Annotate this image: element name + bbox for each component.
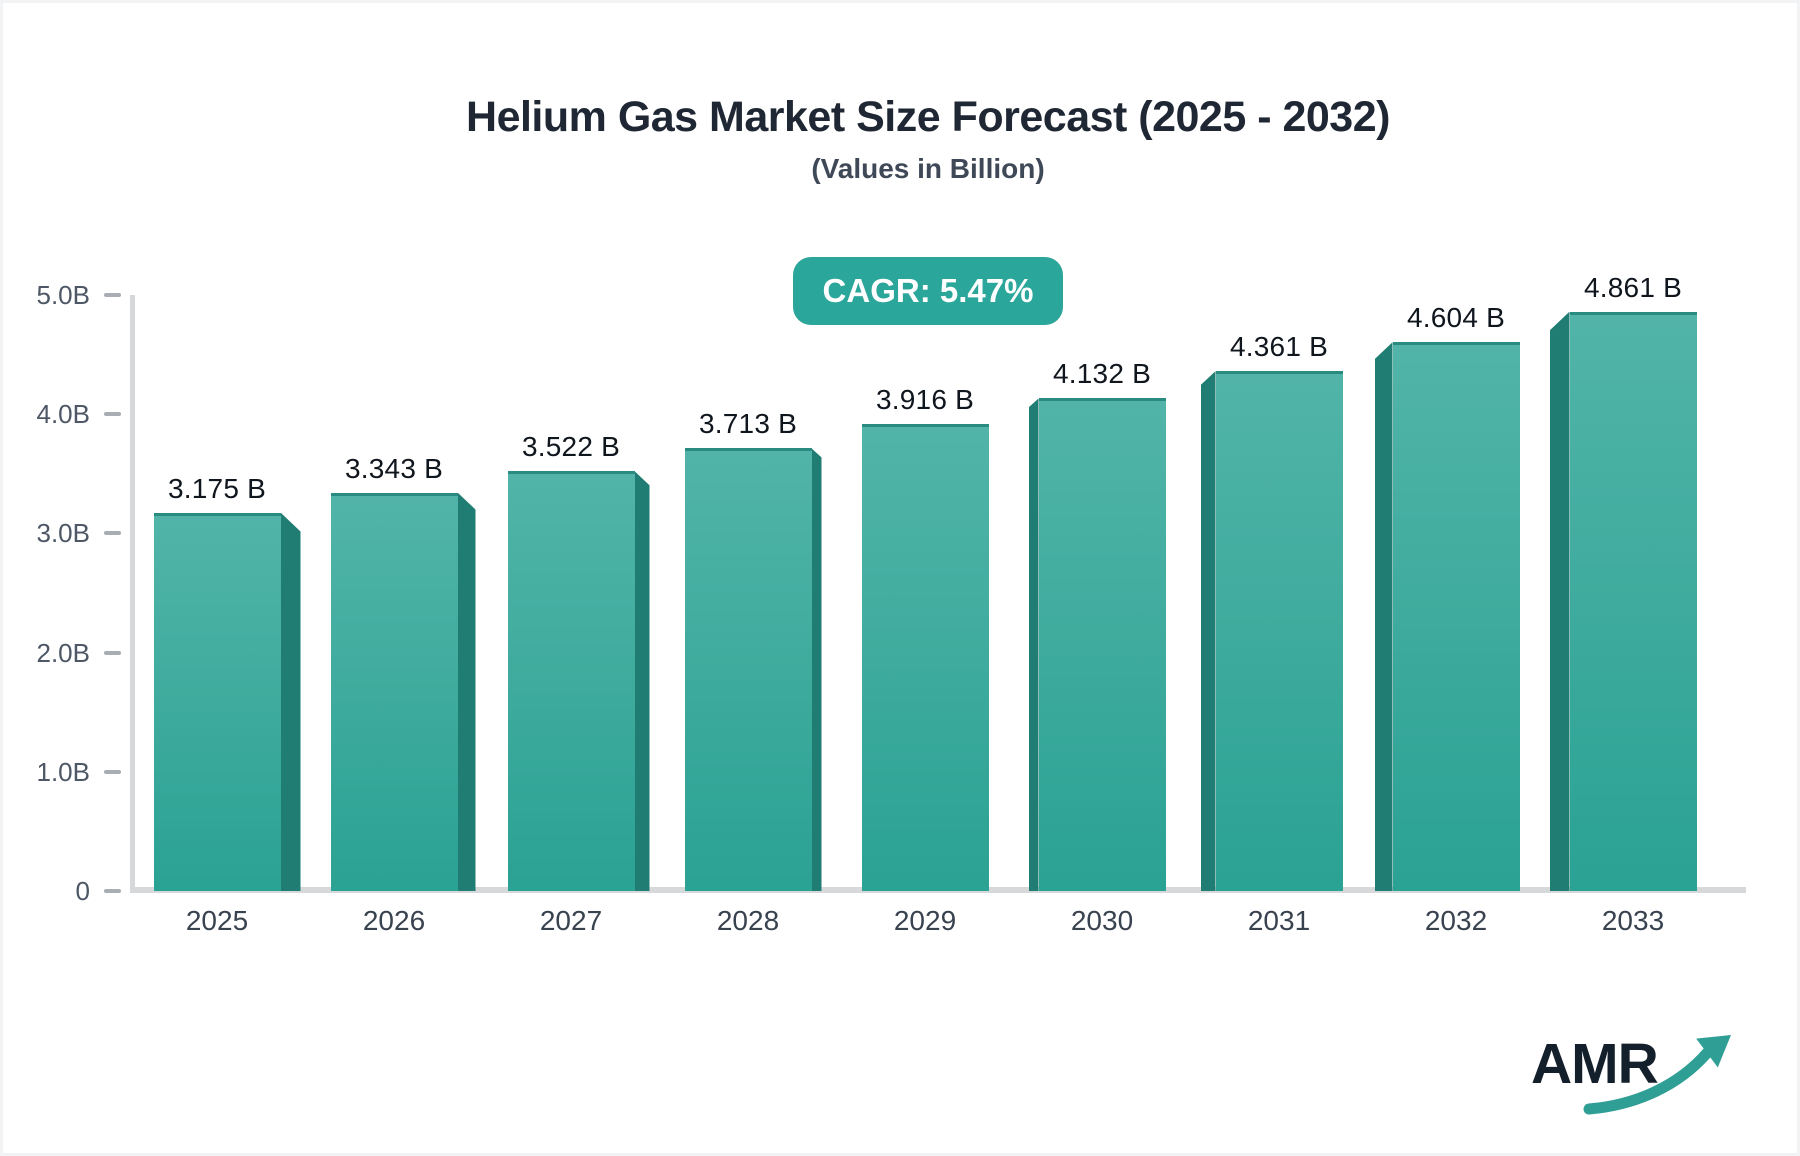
bar-2027[interactable] [507,471,635,891]
x-axis-tick-label: 2028 [716,905,780,936]
y-axis-tick-mark [104,650,121,655]
y-axis-tick-label: 1.0B [36,756,91,787]
y-axis-tick-mark [104,531,121,536]
bar-2025[interactable] [153,512,281,891]
bar-3d-side [1374,342,1393,891]
y-axis-tick-label: 0 [75,876,90,906]
bar-3d-side [1200,371,1216,891]
bar-2026[interactable] [330,492,458,891]
x-axis-tick-label: 2025 [185,905,249,936]
bar-3d-side [457,492,476,891]
y-axis-tick-mark [104,412,121,417]
x-axis-tick-label: 2032 [1424,905,1488,936]
bar-2028[interactable] [684,448,812,891]
y-axis-tick-label: 3.0B [36,518,91,549]
bar-2029[interactable] [861,424,989,891]
bar-3d-side [280,512,301,891]
bar-3d-side [1028,398,1039,891]
bar-value-label: 3.175 B [168,472,266,504]
y-axis-line [130,295,135,891]
chart-title: Helium Gas Market Size Forecast (2025 - … [466,93,1390,141]
y-axis-tick-mark [104,889,121,893]
bar-3d-side [634,471,650,891]
cagr-badge: CAGR: 5.47% [792,257,1064,325]
x-axis-tick-label: 2026 [362,905,426,936]
x-axis-tick-label: 2033 [1601,905,1665,936]
y-axis-tick-mark [104,769,121,774]
x-axis-tick-label: 2029 [893,905,957,936]
bar-2030[interactable] [1038,398,1166,891]
bar-2032[interactable] [1392,342,1520,891]
x-axis-tick-label: 2027 [539,905,603,936]
cagr-badge-row: CAGR: 5.47% [28,257,1797,325]
bar-value-label: 3.916 B [876,384,974,416]
amr-logo-text: AMR [1531,1032,1659,1096]
bar-value-label: 4.604 B [1407,302,1505,334]
bar-value-label: 3.713 B [699,408,797,440]
bar-3d-side [1549,311,1570,891]
x-axis-tick-label: 2030 [1070,905,1134,936]
amr-logo: AMR [1531,1031,1751,1141]
bar-value-label: 3.522 B [522,431,620,463]
bar-value-label: 4.361 B [1230,331,1328,363]
y-axis-tick-label: 5.0B [36,280,91,310]
y-axis-tick-label: 4.0B [36,399,91,430]
bar-2033[interactable] [1569,311,1697,891]
bar-3d-side [811,448,822,891]
bar-2031[interactable] [1215,371,1343,891]
growth-arrow-icon [1583,1035,1731,1115]
bar-value-label: 3.343 B [345,452,443,484]
y-axis-tick-mark [104,293,121,297]
chart-subtitle: (Values in Billion) [811,153,1045,184]
bar-value-label: 4.132 B [1053,358,1151,390]
x-axis-tick-label: 2031 [1247,905,1311,936]
bar-value-label: 4.861 B [1584,271,1682,303]
y-axis-tick-label: 2.0B [36,637,91,668]
plot-area: 5.0B 4.0B 3.0B 2.0B 1.0B 0 3.175 B 2025 3.343 B 2… [37,272,1746,936]
